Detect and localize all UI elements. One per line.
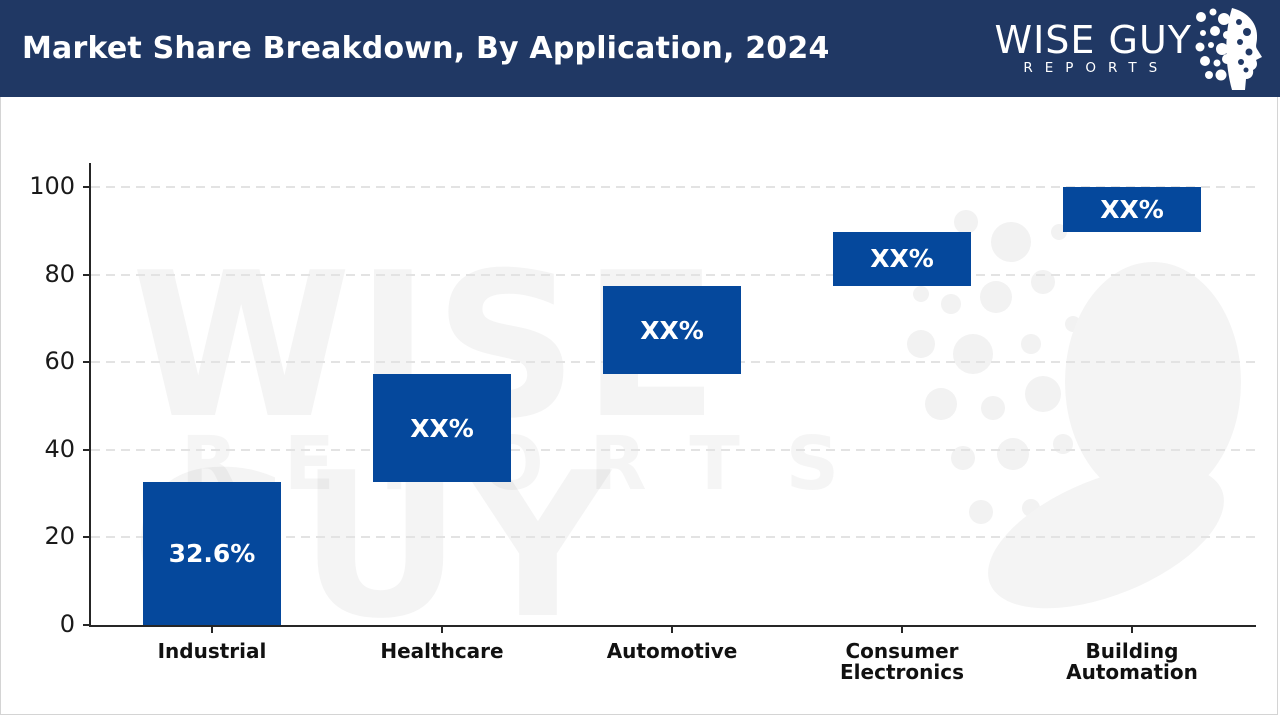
bar-automotive: XX%: [603, 285, 741, 375]
x-axis-tick: [441, 627, 443, 633]
chart-plot-area: WISE GUY REPORTS: [1, 97, 1277, 714]
y-axis-tick-label: 20: [44, 522, 75, 551]
gridline-y80: [91, 273, 1256, 276]
watermark-text-reports: REPORTS: [181, 427, 885, 501]
logo-face-icon: [1195, 7, 1262, 90]
y-axis-tick: [83, 536, 91, 539]
bar-healthcare: XX%: [373, 374, 511, 483]
x-category-label-industrial: Industrial: [157, 639, 267, 663]
y-axis-tick-label: 0: [59, 610, 75, 638]
bar-consumer-electronics: XX%: [833, 231, 971, 286]
x-category-label-healthcare: Healthcare: [380, 639, 504, 663]
bar-value-label: XX%: [410, 413, 474, 443]
bar-value-label: XX%: [640, 315, 704, 345]
y-axis-tick-label: 40: [44, 434, 75, 463]
logo-wordmark-line1: WISE GUY: [994, 18, 1192, 63]
brand-logo: WISE GUY REPORTS: [995, 6, 1266, 92]
y-axis-tick-label: 80: [44, 259, 75, 288]
bar-value-label: XX%: [1100, 194, 1164, 224]
y-axis-tick: [83, 361, 91, 364]
header-banner: Market Share Breakdown, By Application, …: [0, 0, 1280, 97]
y-axis-spine: [89, 163, 91, 627]
y-axis-tick: [83, 624, 91, 626]
chart-card: WISE GUY REPORTS: [0, 97, 1278, 715]
x-axis-tick: [671, 627, 673, 633]
y-axis-tick: [83, 186, 91, 188]
bar-value-label: 32.6%: [168, 539, 256, 569]
x-category-label-consumer-electronics: Consumer Electronics: [840, 639, 964, 684]
x-axis-tick: [211, 627, 213, 633]
gridline-y100: [91, 186, 1256, 188]
x-category-label-automotive: Automotive: [606, 639, 738, 663]
y-axis-tick-label: 100: [29, 172, 75, 200]
bar-industrial: 32.6%: [143, 482, 281, 625]
y-axis-tick: [83, 448, 91, 451]
x-category-label-building-automation: Building Automation: [1066, 639, 1198, 684]
logo-wordmark: WISE GUY REPORTS: [995, 21, 1192, 76]
gridline-y20: [91, 536, 1256, 539]
bar-building-automation: XX%: [1063, 187, 1201, 232]
x-axis-tick: [901, 627, 903, 633]
x-axis-spine: [89, 625, 1256, 627]
y-axis-tick-label: 60: [44, 347, 75, 376]
y-axis-tick: [83, 273, 91, 276]
gridline-y40: [91, 448, 1256, 451]
logo-wordmark-line2: REPORTS: [1023, 60, 1170, 77]
page-title: Market Share Breakdown, By Application, …: [22, 31, 830, 66]
x-axis-tick: [1131, 627, 1133, 633]
bar-value-label: XX%: [870, 244, 934, 274]
